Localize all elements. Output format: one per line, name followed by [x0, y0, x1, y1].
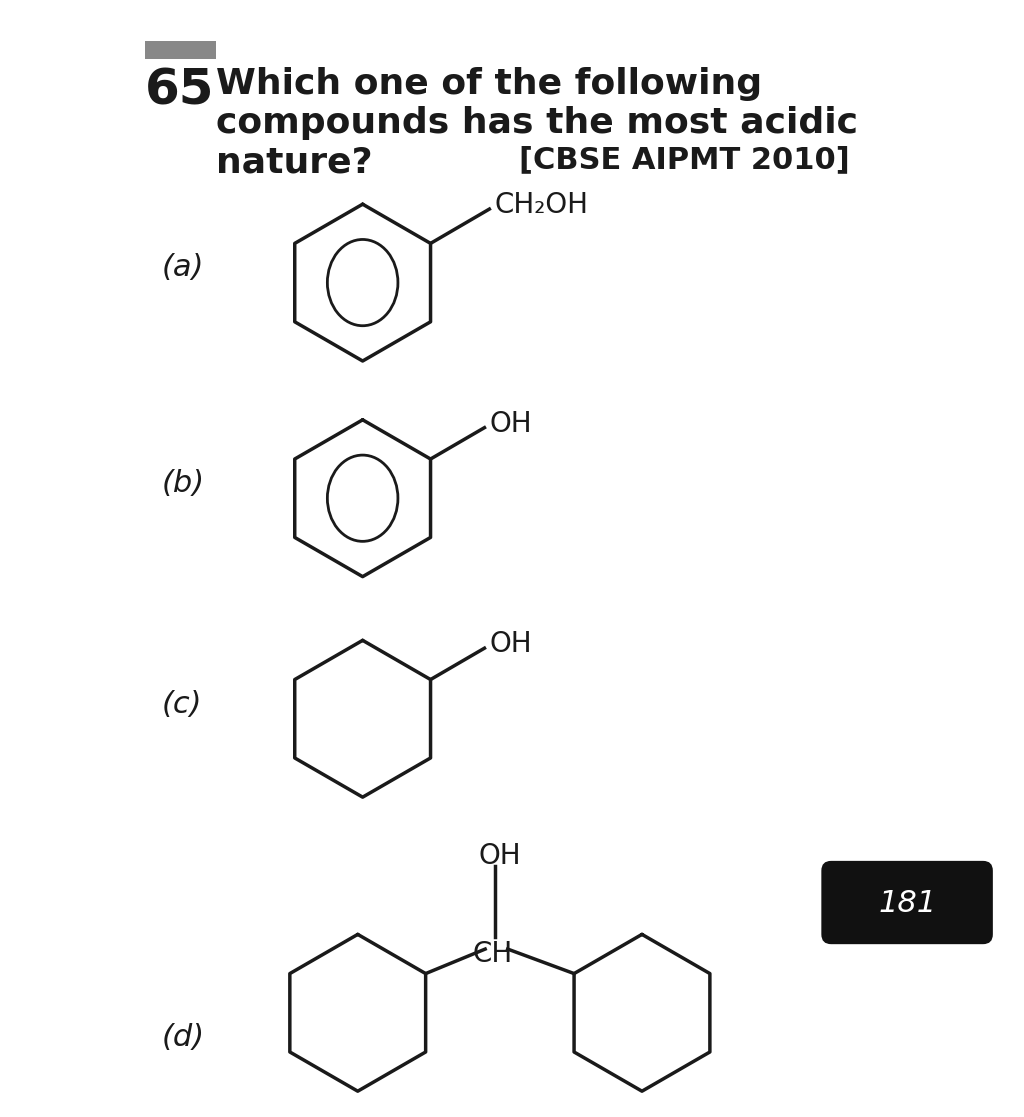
Text: (d): (d) [162, 1023, 205, 1052]
Text: CH₂OH: CH₂OH [495, 191, 588, 219]
Text: OH: OH [478, 842, 521, 870]
Bar [145, 41, 216, 59]
Text: compounds has the most acidic: compounds has the most acidic [216, 106, 858, 140]
Text: 65: 65 [145, 67, 215, 115]
Text: Which one of the following: Which one of the following [216, 67, 762, 101]
Text: (c): (c) [162, 689, 202, 718]
FancyBboxPatch shape [821, 861, 993, 944]
Text: OH: OH [489, 630, 532, 658]
Text: OH: OH [489, 410, 532, 438]
Text: CH: CH [472, 941, 513, 968]
Text: (a): (a) [162, 254, 204, 283]
Text: [CBSE AIPMT 2010]: [CBSE AIPMT 2010] [519, 145, 850, 174]
Text: 181: 181 [879, 888, 937, 917]
Text: (b): (b) [162, 469, 205, 498]
Text: nature?: nature? [216, 145, 373, 180]
